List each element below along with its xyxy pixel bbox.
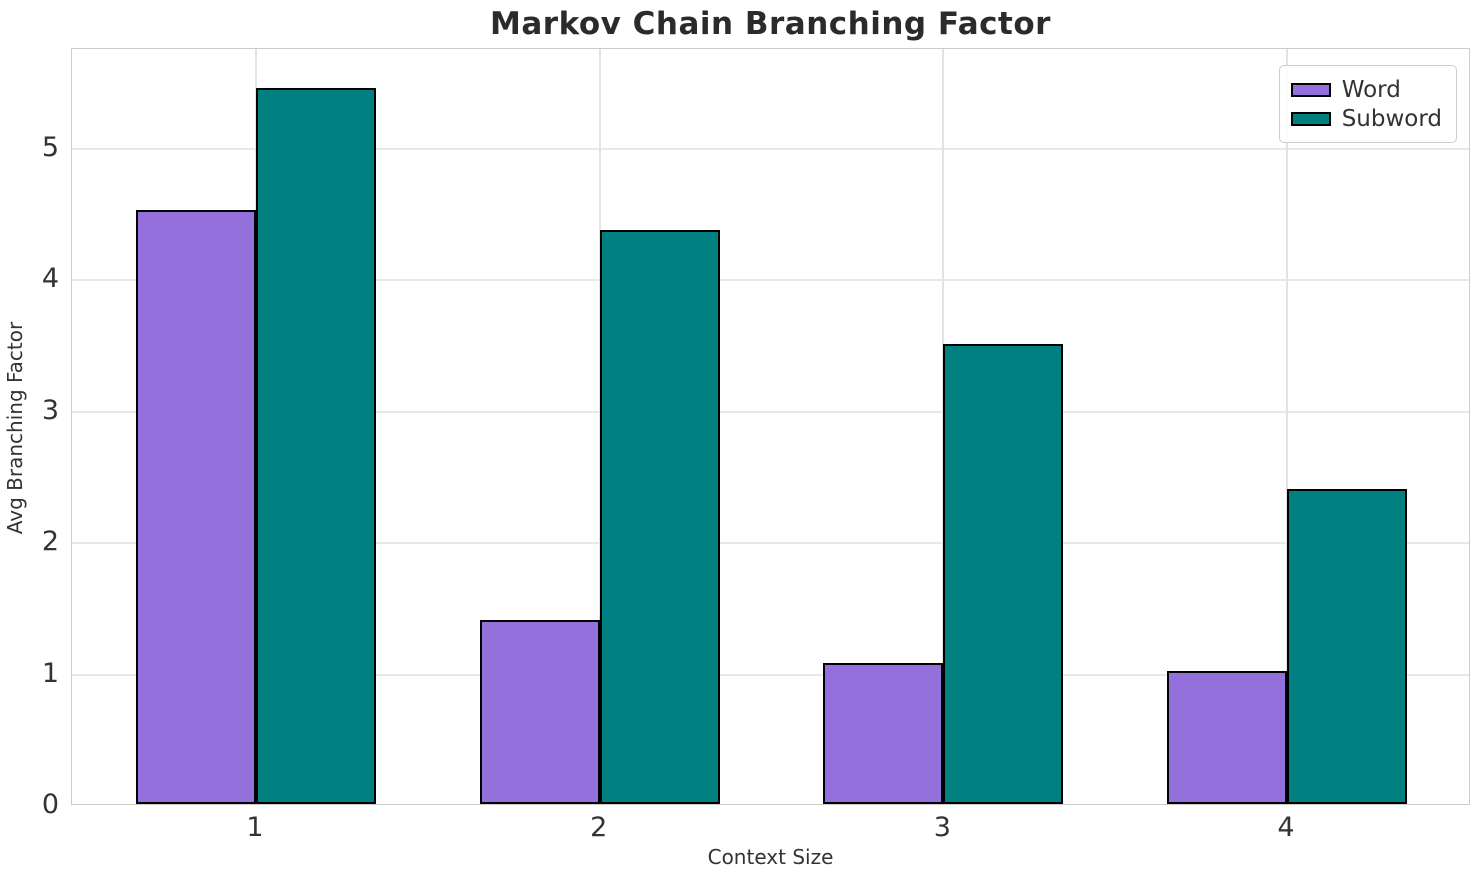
bar-word-1	[136, 209, 256, 804]
bar-word-4	[1167, 671, 1287, 804]
chart-title: Markov Chain Branching Factor	[490, 6, 1051, 42]
bar-word-3	[823, 663, 944, 804]
y-tick-label: 0	[41, 789, 59, 820]
gridline-horizontal	[72, 673, 1469, 676]
x-tick-label: 1	[246, 812, 264, 843]
bar-subword-2	[599, 229, 720, 804]
bar-subword-1	[256, 87, 376, 804]
y-tick-label: 1	[41, 657, 59, 689]
legend-item-subword: Subword	[1290, 104, 1442, 133]
y-tick-label: 3	[41, 394, 59, 426]
gridline-horizontal	[72, 410, 1469, 413]
y-tick-label: 2	[41, 526, 59, 558]
y-tick-label: 5	[41, 131, 59, 163]
gridline-horizontal	[72, 542, 1469, 545]
bar-subword-3	[943, 344, 1064, 804]
legend-swatch-word	[1290, 82, 1331, 97]
y-tick-label: 4	[41, 263, 59, 295]
bar-word-2	[479, 620, 600, 804]
gridline-vertical	[1286, 49, 1288, 804]
legend-item-word: Word	[1290, 75, 1442, 104]
bar-subword-4	[1287, 488, 1407, 804]
gridline-horizontal	[72, 279, 1469, 282]
legend-swatch-subword	[1290, 111, 1331, 126]
gridline-horizontal	[72, 147, 1469, 150]
legend: Word Subword	[1278, 65, 1457, 143]
x-tick-label: 4	[1277, 812, 1295, 843]
x-axis-label: Context Size	[707, 845, 834, 869]
legend-label: Subword	[1341, 105, 1442, 132]
plot-area: Word Subword	[71, 48, 1470, 805]
x-tick-label: 3	[933, 812, 951, 843]
x-tick-label: 2	[590, 812, 608, 843]
legend-label: Word	[1341, 76, 1401, 103]
